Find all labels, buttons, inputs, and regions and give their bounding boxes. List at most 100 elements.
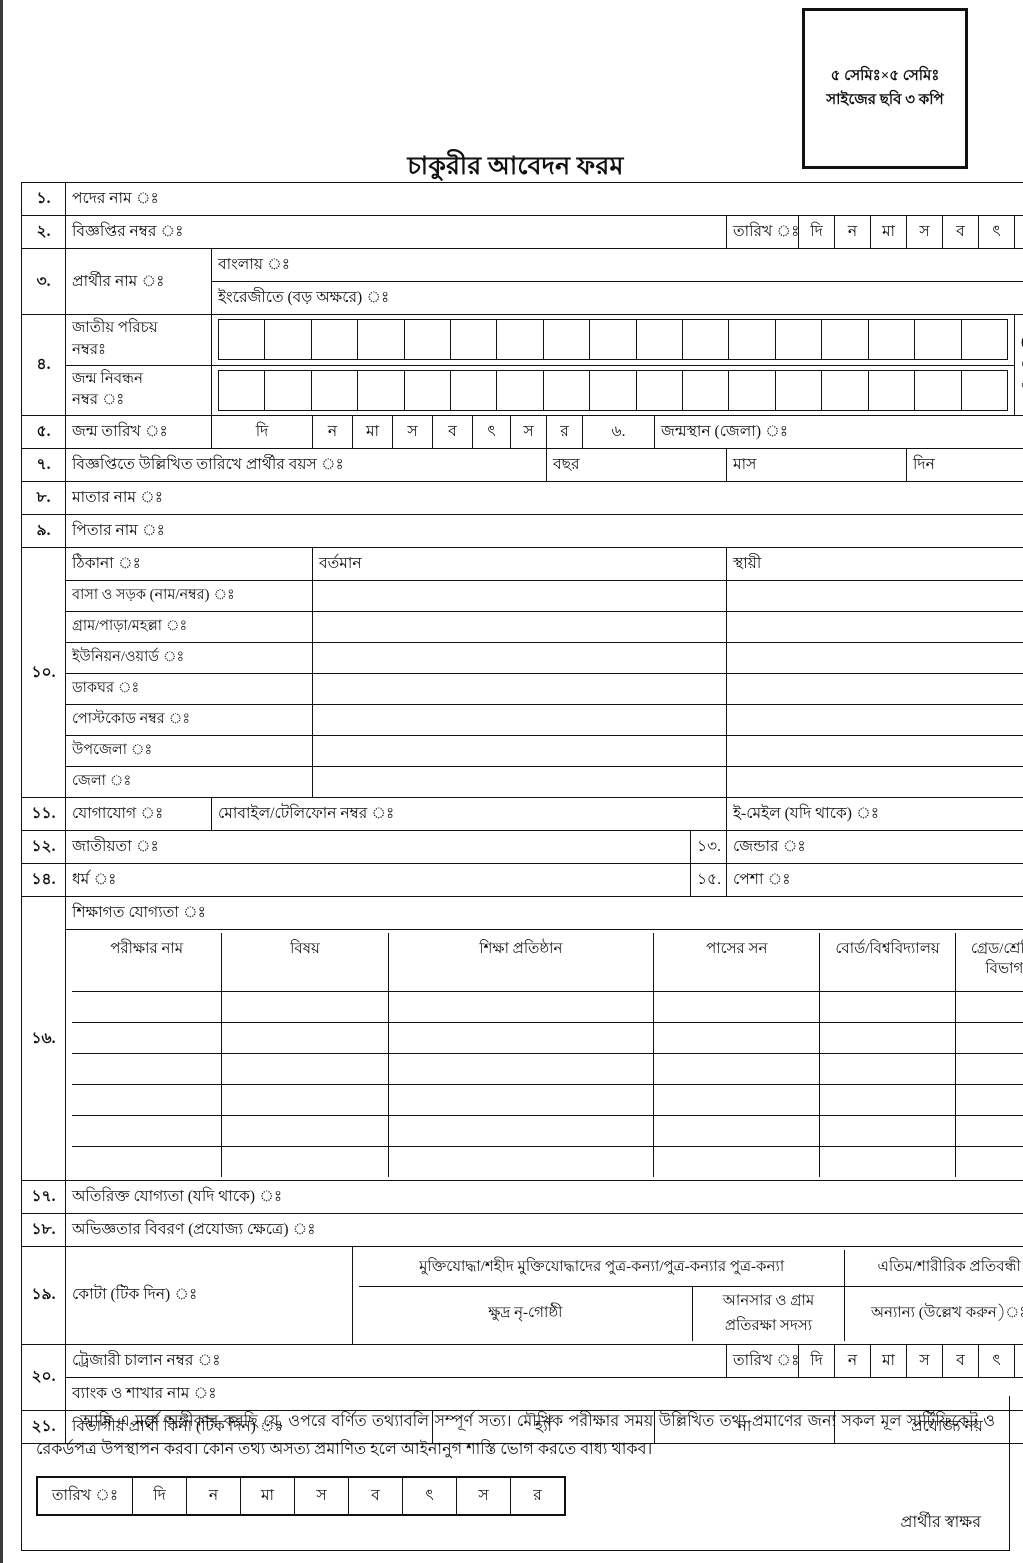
mother-name-field[interactable]: মাতার নাম ঃ xyxy=(64,481,1023,515)
brn-cell[interactable] xyxy=(960,369,1008,411)
circular-date-cell-din[interactable]: দি xyxy=(798,215,835,249)
education-cell[interactable] xyxy=(819,1021,956,1054)
address-village-present[interactable] xyxy=(312,611,727,643)
education-cell[interactable] xyxy=(221,1114,389,1147)
education-cell[interactable] xyxy=(387,990,655,1023)
circular-date-cell-tot[interactable]: ৎ xyxy=(978,215,1015,249)
brn-cell[interactable] xyxy=(867,369,916,411)
age-year-field[interactable]: বছর xyxy=(546,448,727,482)
decl-date-cell-no[interactable]: ন xyxy=(186,1476,241,1516)
address-postoffice-present[interactable] xyxy=(312,673,727,705)
brn-cell[interactable] xyxy=(682,369,730,411)
address-union-present[interactable] xyxy=(312,642,727,674)
education-cell[interactable] xyxy=(387,1021,655,1054)
education-cell[interactable] xyxy=(387,1052,655,1085)
circular-number-field[interactable]: বিজ্ঞপ্তির নম্বর ঃ xyxy=(65,215,727,249)
treasury-date-cell-ma[interactable]: মা xyxy=(870,1343,907,1378)
education-cell[interactable] xyxy=(954,990,1023,1023)
nid-cell[interactable] xyxy=(867,319,916,361)
education-cell[interactable] xyxy=(653,990,821,1023)
brn-cell[interactable] xyxy=(450,369,498,411)
education-cell[interactable] xyxy=(387,1145,655,1177)
dob-cell-ro[interactable]: র xyxy=(546,415,583,449)
address-house-permanent[interactable] xyxy=(725,580,1023,612)
education-cell[interactable] xyxy=(653,1021,821,1054)
nid-cell[interactable] xyxy=(728,319,776,361)
nid-cell[interactable] xyxy=(310,319,359,361)
nid-cell[interactable] xyxy=(542,319,591,361)
address-upazila-present[interactable] xyxy=(312,735,727,767)
nid-cell[interactable] xyxy=(635,319,684,361)
dob-cell-so2[interactable]: স xyxy=(510,415,547,449)
gender-field[interactable]: জেন্ডার ঃ xyxy=(725,830,1023,864)
address-upazila-permanent[interactable] xyxy=(725,735,1023,767)
departmental-option-na[interactable]: প্রযোজ্য নয় xyxy=(833,1409,1023,1444)
dob-cell-din[interactable]: দি xyxy=(211,415,313,449)
education-cell[interactable] xyxy=(387,1114,655,1147)
education-cell[interactable] xyxy=(221,990,389,1023)
father-name-field[interactable]: পিতার নাম ঃ xyxy=(64,514,1023,548)
brn-cell[interactable] xyxy=(357,369,405,411)
nid-cell[interactable] xyxy=(774,319,823,361)
education-cell[interactable] xyxy=(72,1145,223,1177)
nid-cell[interactable] xyxy=(450,319,498,361)
brn-cell[interactable] xyxy=(542,369,591,411)
treasury-challan-field[interactable]: ট্রেজারী চালান নম্বর ঃ xyxy=(65,1343,727,1378)
departmental-option-yes[interactable]: হ্যাঁ xyxy=(432,1409,655,1444)
nid-cell[interactable] xyxy=(682,319,730,361)
decl-date-cell-so2[interactable]: স xyxy=(456,1476,511,1516)
education-cell[interactable] xyxy=(653,1052,821,1085)
dob-cell-no[interactable]: ন xyxy=(312,415,353,449)
brn-cell[interactable] xyxy=(403,369,452,411)
circular-date-cell-so2[interactable]: স xyxy=(1013,215,1023,249)
dob-cell-bo[interactable]: ব xyxy=(432,415,473,449)
education-cell[interactable] xyxy=(72,1021,223,1054)
education-cell[interactable] xyxy=(653,1114,821,1147)
address-postcode-permanent[interactable] xyxy=(725,704,1023,736)
address-postoffice-permanent[interactable] xyxy=(725,673,1023,705)
treasury-date-cell-so[interactable]: স xyxy=(906,1343,943,1378)
address-postcode-present[interactable] xyxy=(312,704,727,736)
nid-cell[interactable] xyxy=(821,319,869,361)
decl-date-cell-din[interactable]: দি xyxy=(132,1476,187,1516)
dob-cell-tot[interactable]: ৎ xyxy=(472,415,511,449)
address-village-permanent[interactable] xyxy=(725,611,1023,643)
nid-cell[interactable] xyxy=(357,319,405,361)
occupation-field[interactable]: পেশা ঃ xyxy=(725,863,1023,897)
education-cell[interactable] xyxy=(72,1114,223,1147)
circular-date-cell-so[interactable]: স xyxy=(906,215,943,249)
applicant-name-bangla-field[interactable]: বাংলায় ঃ xyxy=(210,248,1023,282)
education-cell[interactable] xyxy=(819,1114,956,1147)
education-cell[interactable] xyxy=(954,1021,1023,1054)
decl-date-cell-so[interactable]: স xyxy=(294,1476,349,1516)
education-cell[interactable] xyxy=(221,1083,389,1116)
brn-cell[interactable] xyxy=(821,369,869,411)
education-cell[interactable] xyxy=(387,1083,655,1116)
brn-cell[interactable] xyxy=(635,369,684,411)
dob-cell-ma[interactable]: মা xyxy=(352,415,393,449)
religion-field[interactable]: ধর্ম ঃ xyxy=(65,863,691,897)
education-cell[interactable] xyxy=(954,1114,1023,1147)
additional-qualification-field[interactable]: অতিরিক্ত যোগ্যতা (যদি থাকে) ঃ xyxy=(64,1180,1023,1214)
age-day-field[interactable]: দিন xyxy=(905,448,1023,482)
treasury-date-cell-no[interactable]: ন xyxy=(834,1343,871,1378)
education-cell[interactable] xyxy=(819,1145,956,1177)
education-cell[interactable] xyxy=(221,1052,389,1085)
brn-cell[interactable] xyxy=(914,369,962,411)
nid-cell[interactable] xyxy=(264,319,312,361)
quota-option-ansar-vdp[interactable]: আনসার ও গ্রাম প্রতিরক্ষা সদস্য xyxy=(691,1285,846,1341)
treasury-date-cell-bo[interactable]: ব xyxy=(942,1343,979,1378)
quota-option-others[interactable]: অন্যান্য (উল্লেখ করুন)ঃ xyxy=(844,1285,1023,1341)
education-cell[interactable] xyxy=(72,1052,223,1085)
brn-cell[interactable] xyxy=(310,369,359,411)
brn-cell[interactable] xyxy=(496,369,544,411)
education-cell[interactable] xyxy=(221,1145,389,1177)
departmental-option-no[interactable]: না xyxy=(654,1409,835,1444)
treasury-date-cell-din[interactable]: দি xyxy=(798,1343,835,1378)
brn-cell[interactable] xyxy=(774,369,823,411)
bank-branch-field[interactable]: ব্যাংক ও শাখার নাম ঃ xyxy=(64,1376,1023,1411)
decl-date-cell-ro[interactable]: র xyxy=(510,1476,566,1516)
education-cell[interactable] xyxy=(954,1145,1023,1177)
education-cell[interactable] xyxy=(954,1052,1023,1085)
contact-email-field[interactable]: ই-মেইল (যদি থাকে) ঃ xyxy=(725,797,1023,831)
